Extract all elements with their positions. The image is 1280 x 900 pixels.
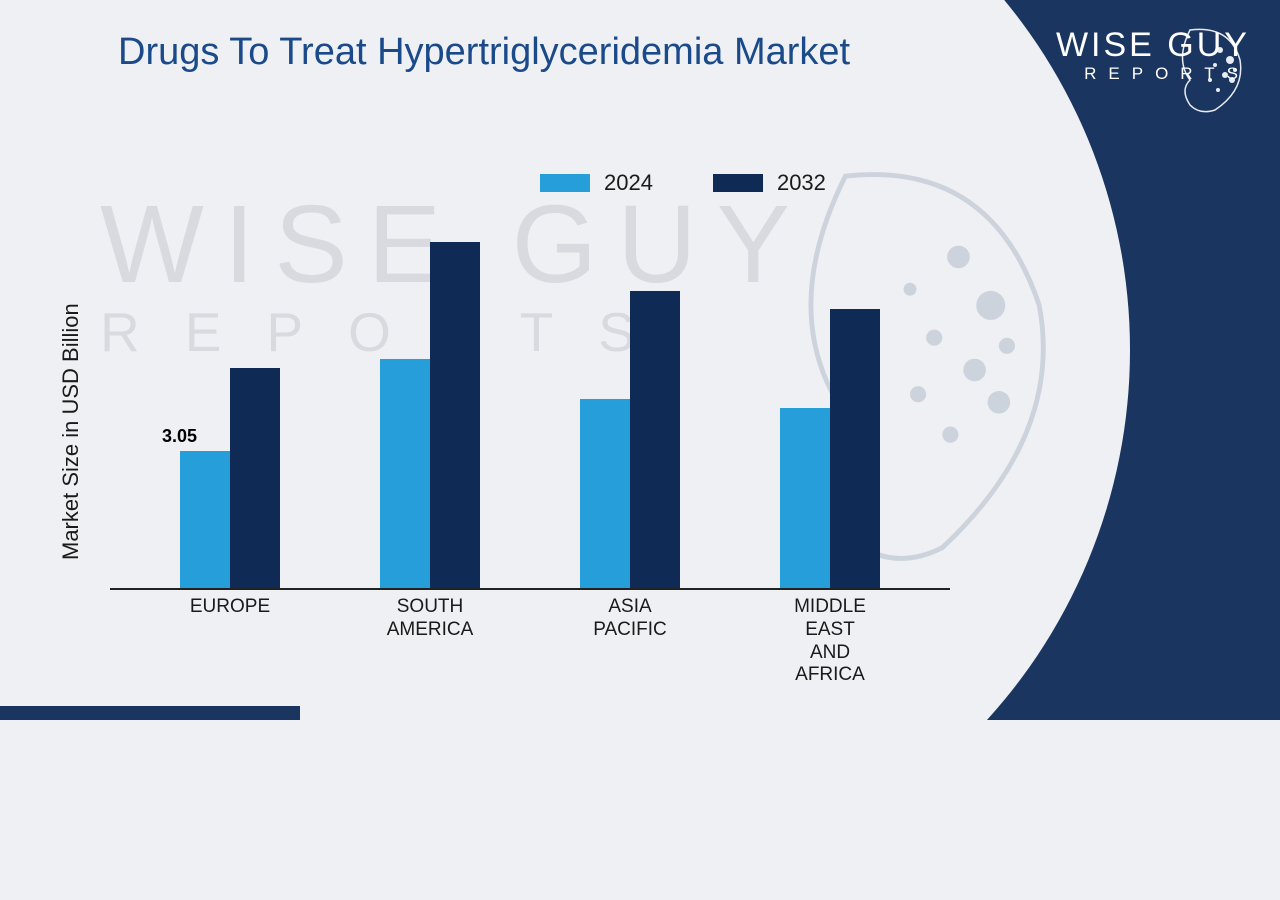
- bar-2032: [830, 309, 880, 588]
- plot-area: 3.05: [110, 230, 950, 590]
- bar-chart: 3.05: [110, 230, 950, 590]
- x-axis-category: SOUTHAMERICA: [350, 596, 510, 642]
- bar-data-label: 3.05: [162, 426, 197, 447]
- legend-label-2024: 2024: [604, 170, 653, 196]
- legend-item-2032: 2032: [713, 170, 826, 196]
- footer-accent-bar: [0, 706, 300, 720]
- logo-line2: REPORTS: [1056, 64, 1250, 84]
- chart-legend: 2024 2032: [540, 170, 826, 196]
- bar-2024: [180, 451, 230, 588]
- bar-group: [770, 309, 890, 588]
- chart-title: Drugs To Treat Hypertriglyceridemia Mark…: [118, 30, 850, 76]
- x-axis-category: ASIAPACIFIC: [550, 596, 710, 642]
- bar-2024: [780, 408, 830, 588]
- legend-swatch-2032: [713, 174, 763, 192]
- bar-2024: [580, 399, 630, 588]
- bar-2032: [630, 291, 680, 588]
- y-axis-label: Market Size in USD Billion: [58, 303, 84, 560]
- brand-logo: WISE GUY REPORTS: [1056, 28, 1250, 84]
- bar-2032: [230, 368, 280, 589]
- bar-group: [370, 242, 490, 589]
- bar-group: [570, 291, 690, 588]
- logo-line1: WISE GUY: [1056, 28, 1250, 62]
- legend-label-2032: 2032: [777, 170, 826, 196]
- bar-group: [170, 368, 290, 589]
- legend-item-2024: 2024: [540, 170, 653, 196]
- x-axis-category: MIDDLEEASTANDAFRICA: [750, 596, 910, 687]
- bar-2032: [430, 242, 480, 589]
- legend-swatch-2024: [540, 174, 590, 192]
- x-axis-category: EUROPE: [150, 596, 310, 619]
- bar-2024: [380, 359, 430, 589]
